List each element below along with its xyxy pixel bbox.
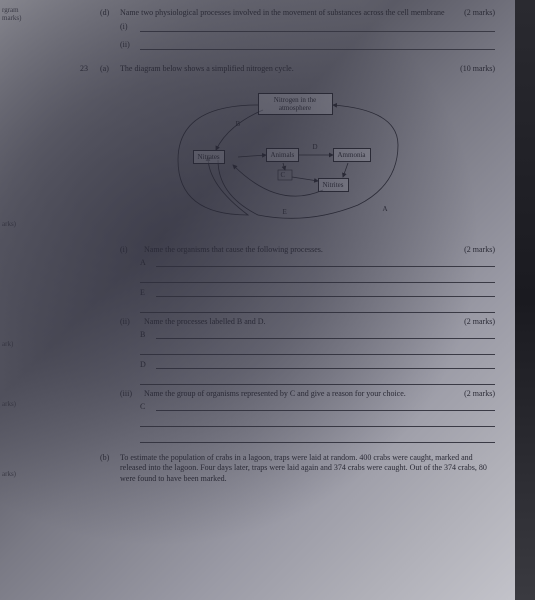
romans-label: (ii)	[120, 317, 144, 326]
romans-label: (i)	[120, 245, 144, 254]
side-label: marks)	[2, 14, 21, 22]
edge-label-b: B	[236, 120, 241, 128]
letter-label: E	[140, 288, 156, 297]
question-22d: (d) Name two physiological processes inv…	[80, 8, 495, 18]
side-label: arks)	[2, 470, 16, 478]
answer-blank	[140, 40, 495, 50]
edge-label-d: D	[313, 143, 318, 151]
letter-label: A	[140, 258, 156, 267]
sub-label: (a)	[100, 64, 120, 73]
answer-blank	[140, 431, 495, 443]
answer-blank	[156, 401, 495, 411]
node-nitrates: Nitrates	[193, 150, 225, 164]
sub-label: (d)	[100, 8, 120, 17]
question-text: Name two physiological processes involve…	[120, 8, 456, 18]
edge-label-c: C	[281, 171, 286, 179]
marks: (2 marks)	[464, 317, 495, 326]
question-number: 23	[80, 64, 100, 73]
answer-blank	[156, 257, 495, 267]
blank-22d-i: (i)	[120, 22, 495, 32]
answer-blank	[140, 415, 495, 427]
answer-blank	[140, 271, 495, 283]
romans-label: (iii)	[120, 389, 144, 398]
blank-22d-ii: (ii)	[120, 40, 495, 50]
answer-line-a: A	[140, 257, 495, 267]
edge-label-a: A	[383, 205, 388, 213]
question-text: Name the organisms that cause the follow…	[144, 245, 456, 254]
question-text: Name the processes labelled B and D.	[144, 317, 456, 326]
answer-blank	[140, 301, 495, 313]
answer-blank	[140, 373, 495, 385]
sub-label: (b)	[100, 453, 120, 462]
question-text: Name the group of organisms represented …	[144, 389, 456, 398]
letter-label: D	[140, 360, 156, 369]
question-23a-iii: (iii) Name the group of organisms repres…	[120, 389, 495, 398]
page-edge	[515, 0, 535, 600]
answer-line-c: C	[140, 401, 495, 411]
romans-label: (i)	[120, 22, 140, 31]
edge-label-e: E	[283, 208, 287, 216]
node-nitrites: Nitrites	[318, 178, 349, 192]
question-text: To estimate the population of crabs in a…	[120, 453, 495, 484]
romans-label: (ii)	[120, 40, 140, 49]
answer-blank	[140, 22, 495, 32]
side-label: arks)	[2, 400, 16, 408]
answer-blank	[140, 343, 495, 355]
answer-blank	[156, 359, 495, 369]
answer-line-b: B	[140, 329, 495, 339]
nitrogen-cycle-diagram: Nitrogen in the atmosphere Nitrates Anim…	[158, 85, 418, 235]
letter-label: B	[140, 330, 156, 339]
letter-label: C	[140, 402, 156, 411]
marks: (2 marks)	[464, 245, 495, 254]
question-23a-ii: (ii) Name the processes labelled B and D…	[120, 317, 495, 326]
answer-blank	[156, 287, 495, 297]
marks: (10 marks)	[460, 64, 495, 73]
answer-line-d: D	[140, 359, 495, 369]
node-atmosphere: Nitrogen in the atmosphere	[258, 93, 333, 115]
side-label: ark)	[2, 340, 13, 348]
side-label: arks)	[2, 220, 16, 228]
exam-page: rgram marks) arks) ark) arks) arks) (d) …	[0, 0, 535, 496]
answer-line-e: E	[140, 287, 495, 297]
question-23b: (b) To estimate the population of crabs …	[80, 453, 495, 484]
node-ammonia: Ammonia	[333, 148, 371, 162]
marks: (2 marks)	[464, 8, 495, 17]
marks: (2 marks)	[464, 389, 495, 398]
question-23a-i: (i) Name the organisms that cause the fo…	[120, 245, 495, 254]
question-23a: 23 (a) The diagram below shows a simplif…	[80, 64, 495, 74]
question-text: The diagram below shows a simplified nit…	[120, 64, 452, 74]
side-label: rgram	[2, 6, 19, 14]
node-animals: Animals	[266, 148, 300, 162]
answer-blank	[156, 329, 495, 339]
